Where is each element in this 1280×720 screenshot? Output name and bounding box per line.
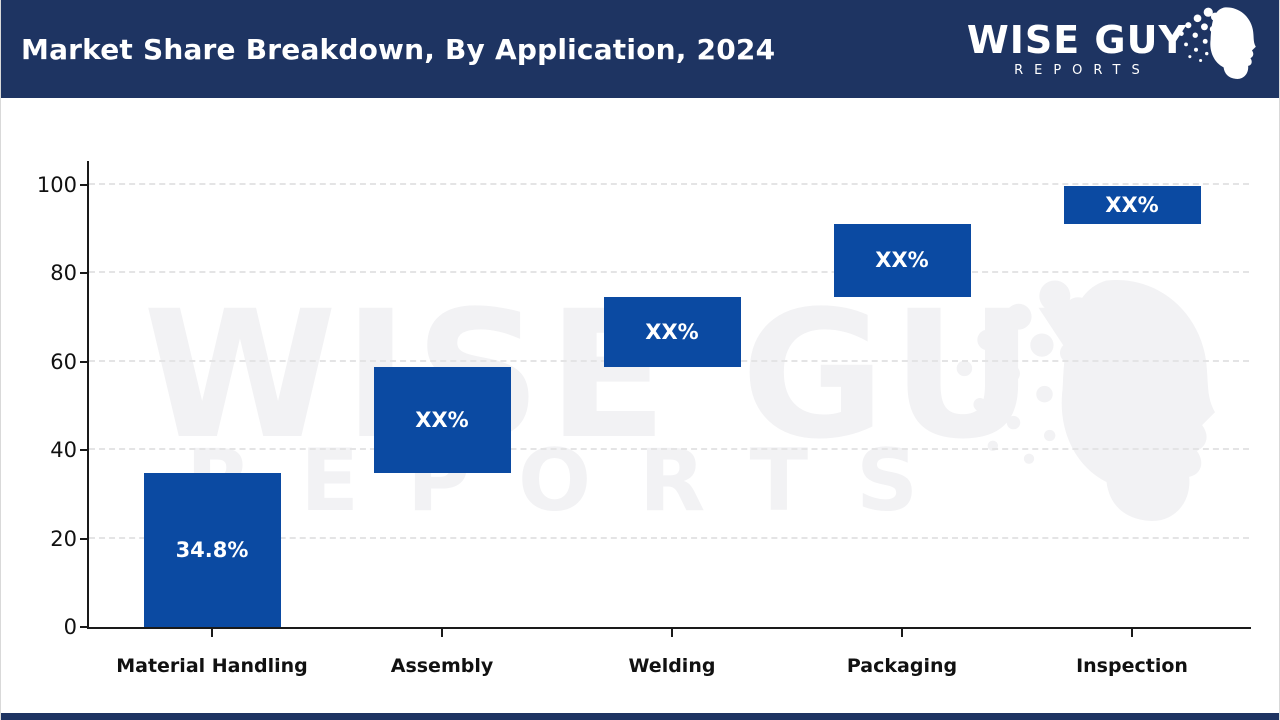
- y-tick-label: 100: [36, 172, 77, 197]
- bar-value-label: 34.8%: [175, 538, 249, 563]
- y-tick: [80, 183, 89, 186]
- logo-head-icon: [1179, 7, 1256, 79]
- y-axis-line: [87, 161, 89, 629]
- logo-wordmark: WISE GUY: [966, 17, 1187, 62]
- chart-region: 0 20 40 60 80 100 34.8% Material Handling XX% As…: [1, 98, 1280, 713]
- logo: WISE GUY REPORTS: [967, 3, 1265, 95]
- y-tick-label: 20: [50, 526, 77, 551]
- y-tick: [80, 449, 89, 452]
- x-tick-label: Assembly: [390, 655, 494, 677]
- gridline: [89, 536, 1249, 539]
- x-axis-line: [87, 627, 1251, 629]
- bar-value-label: XX%: [875, 248, 929, 273]
- bar-assembly: XX%: [373, 366, 511, 474]
- bar-value-label: XX%: [645, 319, 699, 344]
- x-tick: [901, 629, 903, 637]
- y-tick: [80, 537, 89, 540]
- y-tick: [80, 272, 89, 275]
- y-tick-label: 0: [63, 615, 77, 639]
- plot-area: 34.8% Material Handling XX% Assembly XX% Weld…: [80, 163, 1249, 677]
- y-tick-label: 40: [50, 438, 77, 463]
- gridline: [89, 448, 1249, 451]
- watermark-head-icon: [956, 279, 1215, 521]
- y-axis-labels: 0 20 40 60 80 100: [1, 163, 77, 639]
- logo-reports: REPORTS: [1014, 62, 1151, 78]
- y-tick: [80, 626, 89, 628]
- y-tick: [80, 360, 89, 363]
- page-title: Market Share Breakdown, By Application, …: [21, 32, 776, 66]
- bar-material-handling: 34.8%: [143, 473, 281, 627]
- watermark-reports: REPORTS: [186, 431, 967, 531]
- x-tick: [211, 629, 213, 637]
- x-tick-label: Material Handling: [116, 655, 308, 677]
- x-tick: [671, 629, 673, 637]
- x-tick-label: Welding: [628, 655, 716, 677]
- header-bar: Market Share Breakdown, By Application, …: [1, 0, 1279, 98]
- bar-inspection: XX%: [1063, 186, 1201, 224]
- y-tick-label: 60: [50, 349, 77, 374]
- bar-value-label: XX%: [1105, 192, 1159, 217]
- bar-packaging: XX%: [833, 223, 971, 298]
- x-tick: [441, 629, 443, 637]
- x-tick-label: Packaging: [846, 655, 958, 677]
- logo-text: WISE GUY REPORTS: [967, 21, 1187, 78]
- bar-value-label: XX%: [415, 408, 469, 432]
- gridline: [89, 271, 1249, 274]
- bar-welding: XX%: [603, 297, 741, 367]
- y-tick-label: 80: [50, 261, 77, 286]
- footer-bar: [1, 713, 1279, 720]
- x-tick-label: Inspection: [1076, 655, 1188, 677]
- gridline: [89, 182, 1249, 185]
- x-tick: [1131, 629, 1133, 637]
